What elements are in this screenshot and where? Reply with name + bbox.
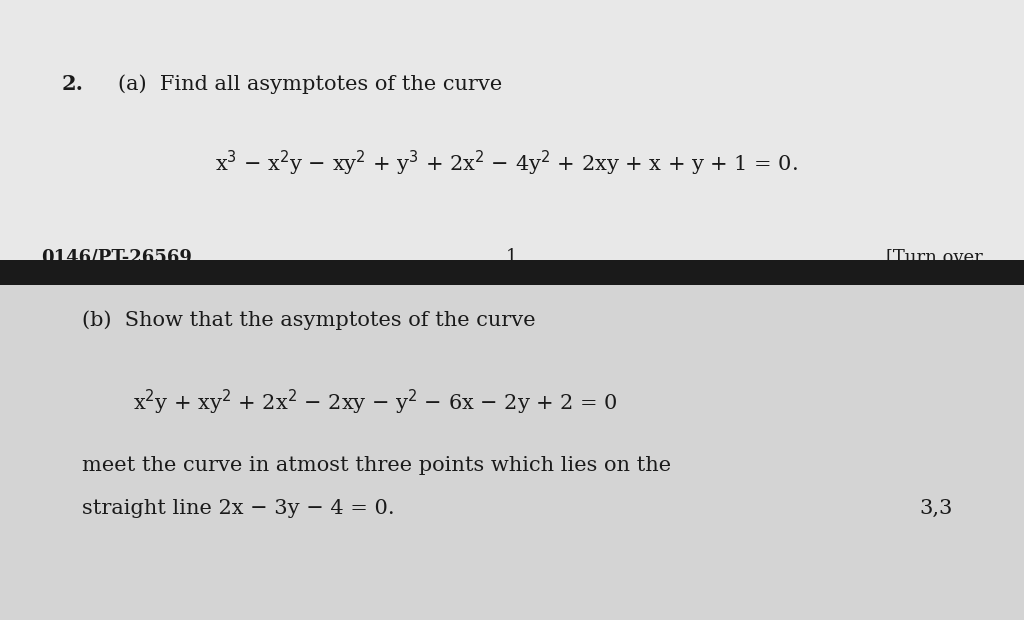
Text: 3,3: 3,3 — [919, 499, 952, 518]
Text: (a)  Find all asymptotes of the curve: (a) Find all asymptotes of the curve — [118, 74, 502, 94]
Text: x$^3$ $-$ x$^2$y $-$ xy$^2$ + y$^3$ + 2x$^2$ $-$ 4y$^2$ + 2xy + x + y + 1 = 0.: x$^3$ $-$ x$^2$y $-$ xy$^2$ + y$^3$ + 2x… — [215, 149, 798, 178]
Bar — [0, 285, 1024, 620]
Text: meet the curve in atmost three points which lies on the: meet the curve in atmost three points wh… — [82, 456, 671, 475]
Bar — [0, 0, 1024, 260]
Text: straight line 2x − 3y − 4 = 0.: straight line 2x − 3y − 4 = 0. — [82, 499, 394, 518]
Text: [Turn over: [Turn over — [887, 248, 983, 266]
Text: 1: 1 — [506, 248, 518, 266]
Text: (b)  Show that the asymptotes of the curve: (b) Show that the asymptotes of the curv… — [82, 310, 536, 330]
Text: 2.: 2. — [61, 74, 83, 94]
Text: x$^2$y + xy$^2$ + 2x$^2$ $-$ 2xy $-$ y$^2$ $-$ 6x $-$ 2y + 2 = 0: x$^2$y + xy$^2$ + 2x$^2$ $-$ 2xy $-$ y$^… — [133, 388, 617, 417]
Bar — [0, 260, 1024, 285]
Text: 0146/PT-26569: 0146/PT-26569 — [41, 248, 191, 266]
